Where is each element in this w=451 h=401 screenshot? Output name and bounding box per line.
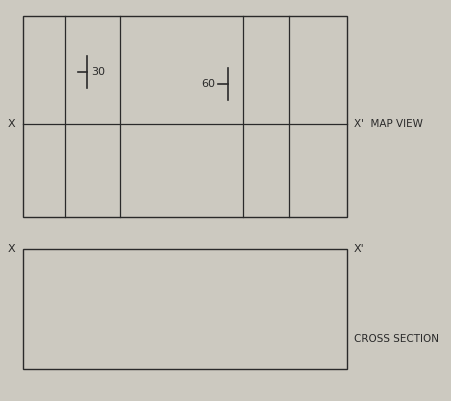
Text: X: X	[8, 119, 16, 129]
Text: 30: 30	[91, 67, 105, 77]
Text: 60: 60	[201, 79, 215, 89]
Text: X: X	[8, 244, 16, 253]
Bar	[23, 249, 347, 369]
Text: X': X'	[354, 244, 365, 253]
Bar	[23, 16, 347, 217]
Text: X'  MAP VIEW: X' MAP VIEW	[354, 119, 423, 129]
Text: CROSS SECTION: CROSS SECTION	[354, 334, 439, 344]
